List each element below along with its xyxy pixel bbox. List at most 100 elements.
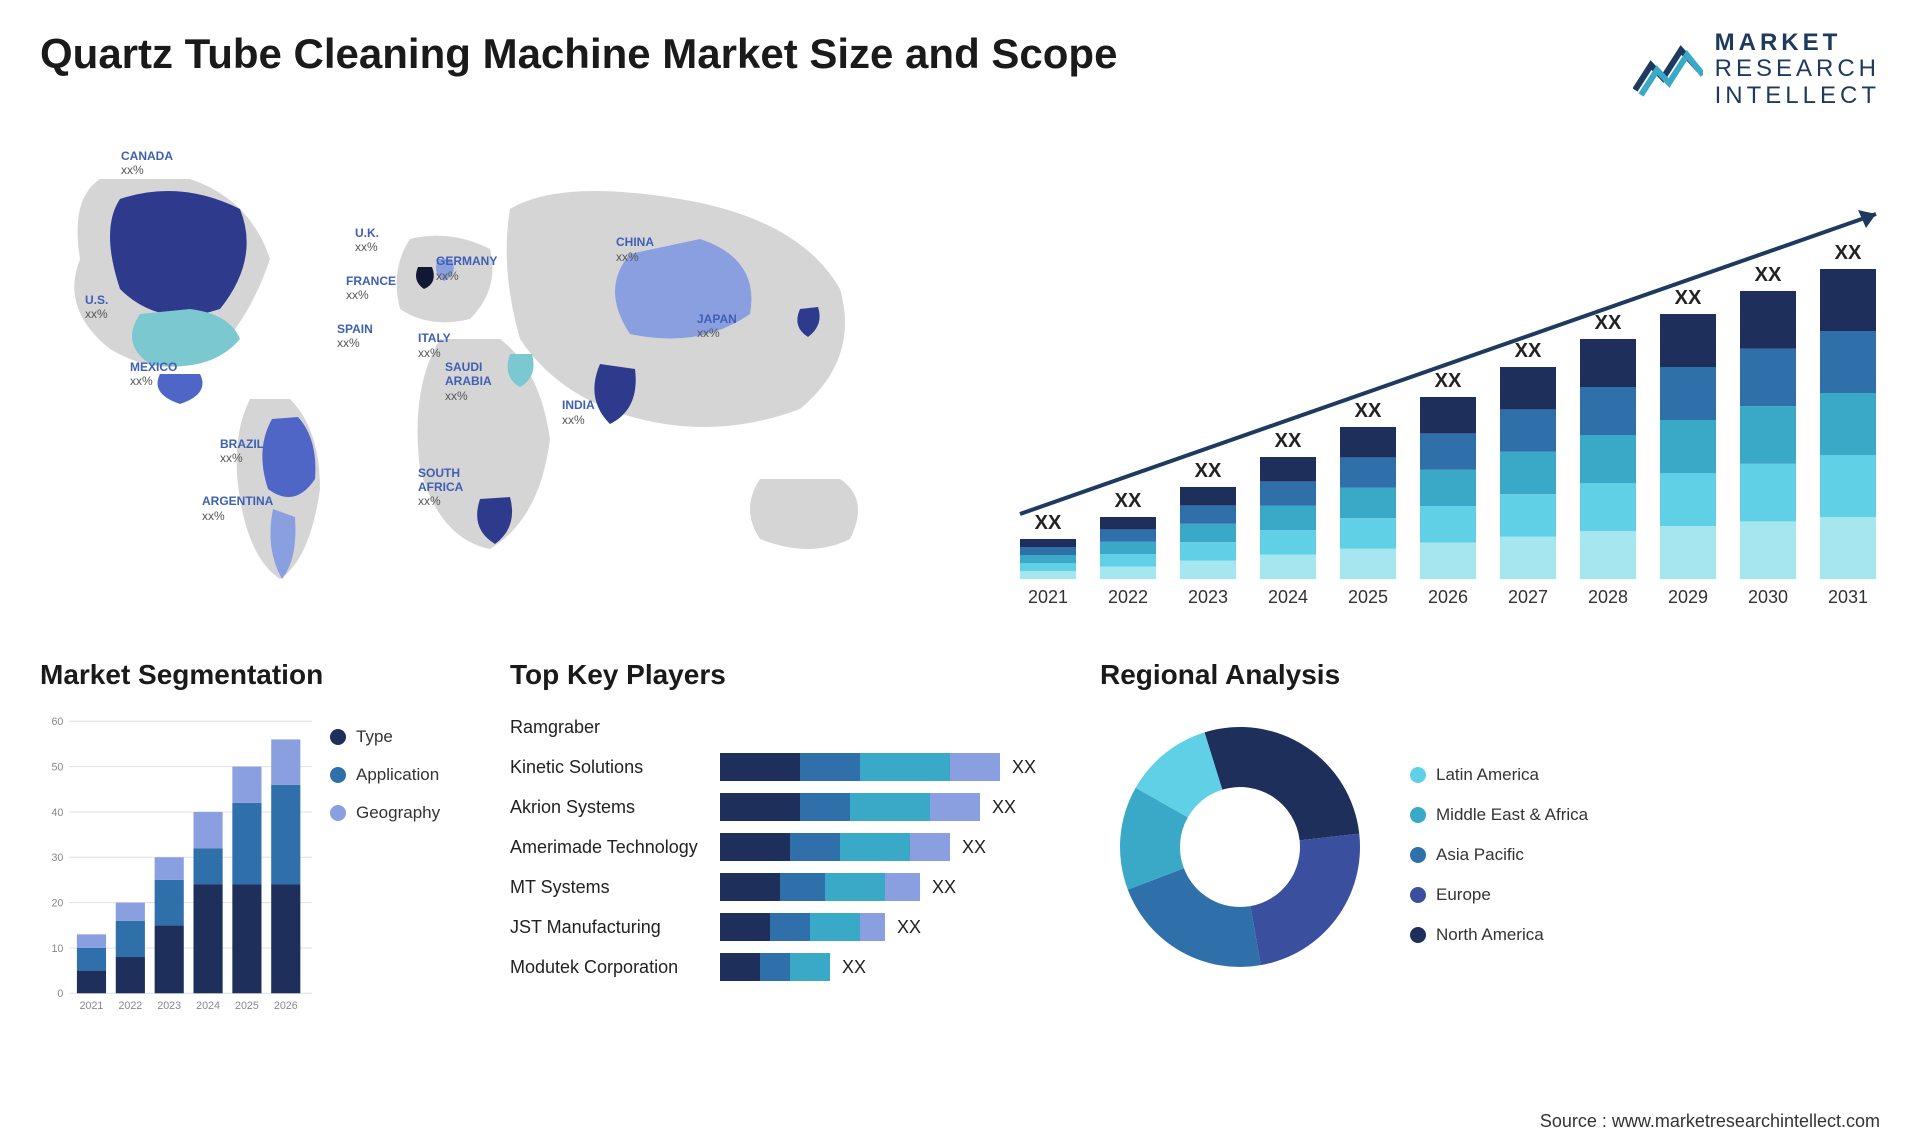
segmentation-title: Market Segmentation bbox=[40, 659, 480, 691]
segmentation-legend: TypeApplicationGeography bbox=[330, 707, 480, 1027]
player-name: Ramgraber bbox=[510, 717, 710, 738]
player-name: MT Systems bbox=[510, 877, 710, 898]
player-name: Modutek Corporation bbox=[510, 957, 710, 978]
map-label: INDIAxx% bbox=[562, 398, 595, 427]
player-bar bbox=[720, 793, 980, 821]
player-row: JST ManufacturingXX bbox=[510, 907, 1070, 947]
player-bar-wrap: XX bbox=[720, 873, 1070, 901]
world-map-panel: CANADAxx%U.S.xx%MEXICOxx%BRAZILxx%ARGENT… bbox=[40, 139, 940, 619]
player-bar bbox=[720, 913, 885, 941]
map-label: SOUTHAFRICAxx% bbox=[418, 466, 463, 509]
player-row: Modutek Corporation XX bbox=[510, 947, 1070, 987]
svg-text:XX: XX bbox=[1035, 512, 1062, 534]
player-bar-wrap: XX bbox=[720, 913, 1070, 941]
top-row: CANADAxx%U.S.xx%MEXICOxx%BRAZILxx%ARGENT… bbox=[40, 139, 1880, 619]
regional-donut bbox=[1100, 707, 1380, 992]
legend-item: Middle East & Africa bbox=[1410, 805, 1880, 825]
svg-text:XX: XX bbox=[1355, 400, 1382, 422]
logo-line2: RESEARCH bbox=[1715, 56, 1880, 82]
map-label: SAUDIARABIAxx% bbox=[445, 360, 492, 403]
header: Quartz Tube Cleaning Machine Market Size… bbox=[40, 30, 1880, 109]
players-body: RamgraberKinetic SolutionsXXAkrion Syste… bbox=[510, 707, 1070, 987]
legend-item: North America bbox=[1410, 925, 1880, 945]
player-value: XX bbox=[842, 957, 866, 978]
segmentation-chart: 0102030405060202120222023202420252026 bbox=[40, 707, 312, 1027]
svg-text:2023: 2023 bbox=[157, 1000, 181, 1012]
player-bar-wrap: XX bbox=[720, 753, 1070, 781]
svg-text:XX: XX bbox=[1755, 264, 1782, 286]
svg-text:10: 10 bbox=[51, 943, 63, 955]
svg-text:60: 60 bbox=[51, 716, 63, 728]
svg-text:XX: XX bbox=[1675, 287, 1702, 309]
player-row: Amerimade Technology XX bbox=[510, 827, 1070, 867]
player-name: Amerimade Technology bbox=[510, 837, 710, 858]
svg-text:2028: 2028 bbox=[1588, 587, 1628, 607]
svg-text:2026: 2026 bbox=[274, 1000, 298, 1012]
logo: MARKET RESEARCH INTELLECT bbox=[1633, 30, 1880, 109]
regional-panel: Regional Analysis Latin America Middle Ea… bbox=[1100, 659, 1880, 1039]
segmentation-panel: Market Segmentation 0 10 20 30 40 50 60 2021 202… bbox=[40, 659, 480, 1039]
svg-text:2027: 2027 bbox=[1508, 587, 1548, 607]
player-row: Akrion SystemsXX bbox=[510, 787, 1070, 827]
player-bar-wrap: XX bbox=[720, 833, 1070, 861]
svg-text:2022: 2022 bbox=[1108, 587, 1148, 607]
svg-text:2029: 2029 bbox=[1668, 587, 1708, 607]
regional-title: Regional Analysis bbox=[1100, 659, 1880, 691]
donut-svg bbox=[1100, 707, 1380, 987]
map-label: JAPANxx% bbox=[697, 312, 737, 341]
svg-text:XX: XX bbox=[1195, 460, 1222, 482]
svg-text:XX: XX bbox=[1515, 340, 1542, 362]
bottom-row: Market Segmentation 0 10 20 30 40 50 60 2021 202… bbox=[40, 659, 1880, 1039]
player-row: Kinetic Solutions XX bbox=[510, 747, 1070, 787]
player-bar-wrap: XX bbox=[720, 793, 1070, 821]
logo-line3: INTELLECT bbox=[1715, 83, 1880, 109]
map-label: BRAZILxx% bbox=[220, 437, 264, 466]
player-row: MT Systems XX bbox=[510, 867, 1070, 907]
player-name: Kinetic Solutions bbox=[510, 757, 710, 778]
svg-text:2024: 2024 bbox=[1268, 587, 1308, 607]
player-bar bbox=[720, 833, 950, 861]
legend-item: Europe bbox=[1410, 885, 1880, 905]
svg-text:50: 50 bbox=[51, 762, 63, 774]
legend-item: Latin America bbox=[1410, 765, 1880, 785]
regional-legend: Latin America Middle East & Africa Asia Pa… bbox=[1410, 755, 1880, 945]
svg-text:2031: 2031 bbox=[1828, 587, 1868, 607]
legend-item: Asia Pacific bbox=[1410, 845, 1880, 865]
logo-line1: MARKET bbox=[1715, 30, 1880, 56]
logo-icon bbox=[1633, 40, 1703, 100]
svg-text:2021: 2021 bbox=[80, 1000, 104, 1012]
player-value: XX bbox=[962, 837, 986, 858]
svg-text:XX: XX bbox=[1275, 430, 1302, 452]
legend-item: Geography bbox=[330, 803, 480, 823]
map-label: ITALYxx% bbox=[418, 331, 451, 360]
player-row: Ramgraber bbox=[510, 707, 1070, 747]
player-bar bbox=[720, 873, 920, 901]
svg-text:0: 0 bbox=[57, 988, 63, 1000]
svg-text:2030: 2030 bbox=[1748, 587, 1788, 607]
svg-text:XX: XX bbox=[1435, 370, 1462, 392]
source-attribution: Source : www.marketresearchintellect.com bbox=[1540, 1111, 1880, 1132]
map-label: U.S.xx% bbox=[85, 293, 108, 322]
logo-text: MARKET RESEARCH INTELLECT bbox=[1715, 30, 1880, 109]
svg-text:40: 40 bbox=[51, 807, 63, 819]
player-bar-wrap: XX bbox=[720, 953, 1070, 981]
svg-text:XX: XX bbox=[1835, 242, 1862, 264]
map-label: CANADAxx% bbox=[121, 149, 173, 178]
player-bar bbox=[720, 953, 830, 981]
players-panel: Top Key Players RamgraberKinetic Solutio… bbox=[510, 659, 1070, 1039]
growth-chart-svg: XX2021XX2022XX2023XX2024XX2025XX2026XX20… bbox=[980, 139, 1880, 619]
page-title: Quartz Tube Cleaning Machine Market Size… bbox=[40, 30, 1117, 78]
map-label: CHINAxx% bbox=[616, 235, 654, 264]
svg-text:30: 30 bbox=[51, 852, 63, 864]
legend-item: Application bbox=[330, 765, 480, 785]
map-label: U.K.xx% bbox=[355, 226, 379, 255]
player-value: XX bbox=[897, 917, 921, 938]
segmentation-svg: 0102030405060202120222023202420252026 bbox=[40, 707, 312, 1027]
svg-text:2023: 2023 bbox=[1188, 587, 1228, 607]
svg-text:20: 20 bbox=[51, 898, 63, 910]
svg-text:2024: 2024 bbox=[196, 1000, 220, 1012]
map-label: SPAINxx% bbox=[337, 322, 373, 351]
player-value: XX bbox=[1012, 757, 1036, 778]
svg-text:XX: XX bbox=[1115, 490, 1142, 512]
map-label: MEXICOxx% bbox=[130, 360, 177, 389]
